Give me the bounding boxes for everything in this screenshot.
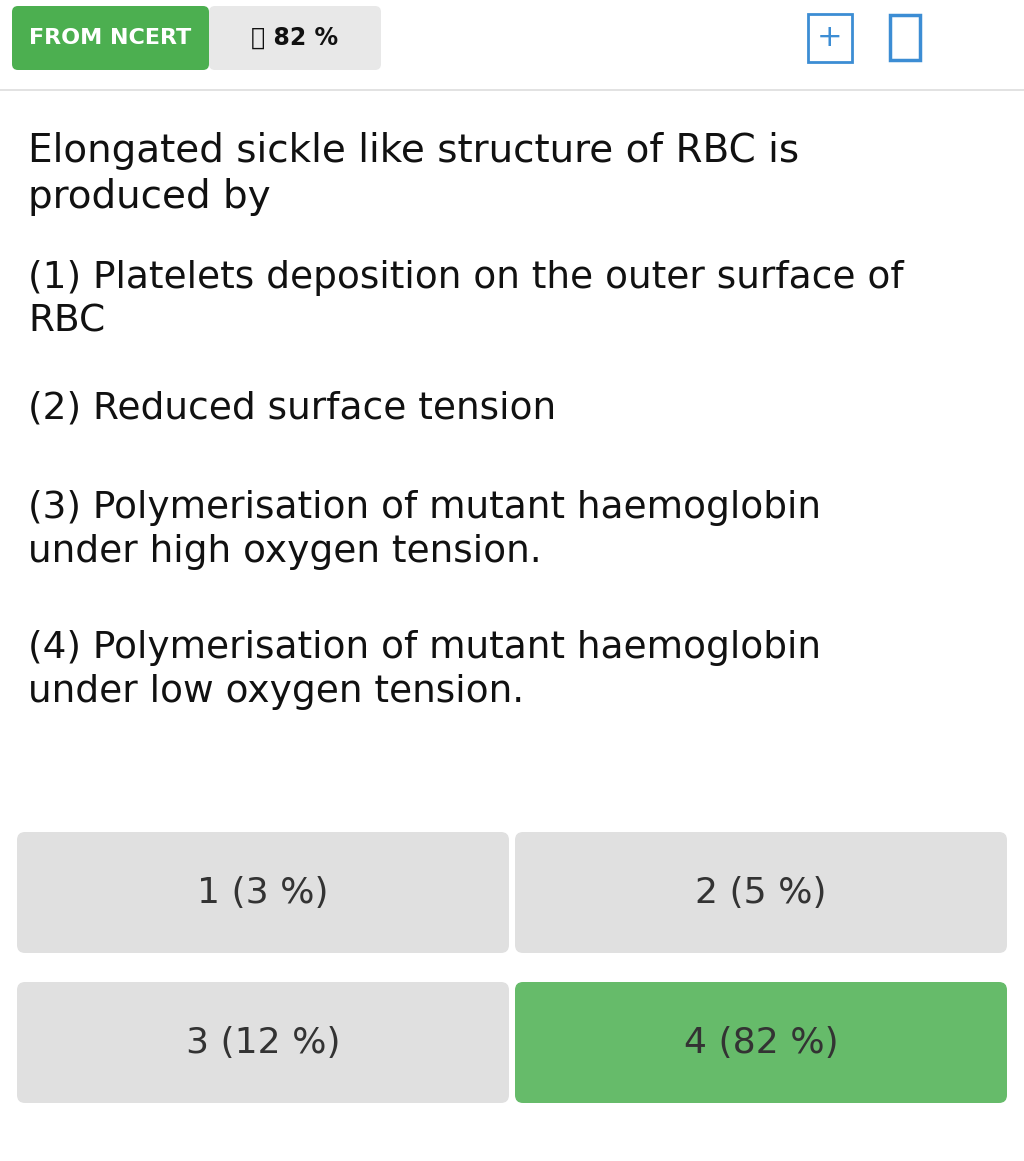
FancyBboxPatch shape: [12, 6, 209, 70]
Text: 2 (5 %): 2 (5 %): [695, 875, 826, 909]
Text: (2) Reduced surface tension: (2) Reduced surface tension: [28, 390, 556, 426]
FancyBboxPatch shape: [17, 982, 509, 1103]
Text: 👍 82 %: 👍 82 %: [252, 26, 339, 50]
Text: 4 (82 %): 4 (82 %): [684, 1025, 839, 1060]
Text: +: +: [817, 23, 843, 52]
Text: RBC: RBC: [28, 304, 105, 340]
FancyBboxPatch shape: [515, 982, 1007, 1103]
Text: under high oxygen tension.: under high oxygen tension.: [28, 534, 542, 570]
Text: 3 (12 %): 3 (12 %): [185, 1025, 340, 1060]
Text: Elongated sickle like structure of RBC is: Elongated sickle like structure of RBC i…: [28, 132, 799, 170]
Text: 1 (3 %): 1 (3 %): [198, 875, 329, 909]
Text: under low oxygen tension.: under low oxygen tension.: [28, 675, 524, 711]
FancyBboxPatch shape: [17, 832, 509, 953]
Text: FROM NCERT: FROM NCERT: [30, 28, 191, 48]
FancyBboxPatch shape: [515, 832, 1007, 953]
Text: (4) Polymerisation of mutant haemoglobin: (4) Polymerisation of mutant haemoglobin: [28, 630, 821, 666]
Text: produced by: produced by: [28, 178, 270, 216]
Text: (1) Platelets deposition on the outer surface of: (1) Platelets deposition on the outer su…: [28, 260, 903, 296]
Text: (3) Polymerisation of mutant haemoglobin: (3) Polymerisation of mutant haemoglobin: [28, 490, 821, 526]
FancyBboxPatch shape: [209, 6, 381, 70]
